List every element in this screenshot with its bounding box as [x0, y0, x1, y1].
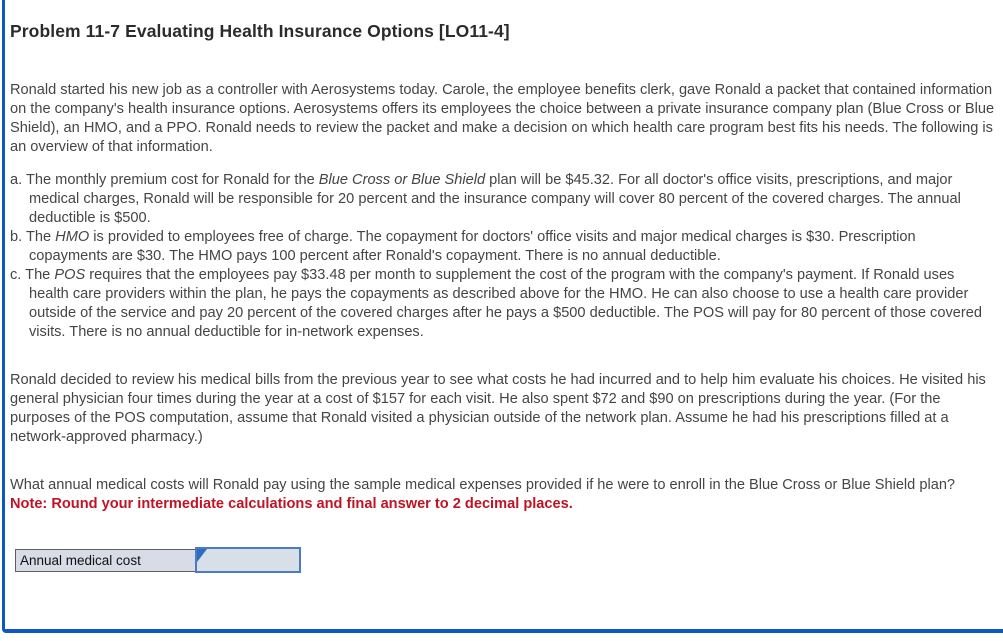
option-a-rest: plan will be $45.32. For all doctor's of… — [29, 172, 961, 226]
option-b-marker: b. — [10, 229, 23, 245]
option-b-plan-name: HMO — [55, 229, 90, 245]
rounding-note: Note: Round your intermediate calculatio… — [10, 496, 573, 512]
option-a-marker: a. — [10, 172, 23, 188]
option-a-lead: The monthly premium cost for Ronald for … — [25, 172, 319, 188]
option-c-lead: The — [25, 267, 55, 283]
answer-input-cell[interactable] — [195, 547, 301, 573]
medical-history-paragraph: Ronald decided to review his medical bil… — [10, 372, 986, 445]
option-a-plan-name: Blue Cross or Blue Shield — [318, 172, 486, 188]
answer-label-cell: Annual medical cost — [15, 548, 196, 572]
option-b: b. The HMO is provided to employees free… — [10, 228, 995, 266]
intro-paragraph: Ronald started his new job as a controll… — [10, 82, 995, 155]
option-c-marker: c. — [10, 267, 22, 283]
option-c-rest: requires that the employees pay $33.48 p… — [29, 267, 982, 340]
option-b-lead: The — [25, 229, 56, 245]
option-c: c. The POS requires that the employees p… — [10, 266, 995, 342]
option-b-rest: is provided to employees free of charge.… — [29, 229, 916, 264]
annual-medical-cost-input[interactable] — [197, 549, 299, 571]
answer-table: Annual medical cost — [15, 547, 995, 573]
plan-options-list: a. The monthly premium cost for Ronald f… — [10, 171, 995, 342]
problem-title: Problem 11-7 Evaluating Health Insurance… — [10, 21, 510, 41]
question-text: What annual medical costs will Ronald pa… — [10, 477, 956, 493]
option-c-plan-name: POS — [54, 267, 86, 283]
option-a: a. The monthly premium cost for Ronald f… — [10, 171, 995, 228]
